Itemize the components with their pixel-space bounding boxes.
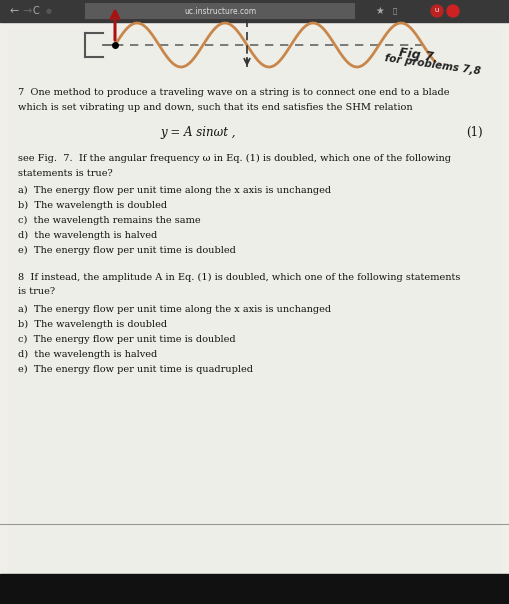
- Text: (1): (1): [466, 126, 483, 139]
- Text: which is set vibrating up and down, such that its end satisfies the SHM relation: which is set vibrating up and down, such…: [18, 103, 413, 112]
- Bar: [0, 574, 509, 604]
- Text: U: U: [435, 8, 439, 13]
- Text: 8  If instead, the amplitude A in Eq. (1) is doubled, which one of the following: 8 If instead, the amplitude A in Eq. (1)…: [18, 272, 460, 281]
- Text: →: →: [22, 6, 32, 16]
- Bar: [85, 3, 355, 19]
- Text: ←: ←: [10, 6, 19, 16]
- Text: statements is true?: statements is true?: [18, 169, 113, 178]
- Text: ●: ●: [46, 8, 52, 14]
- Text: C: C: [33, 6, 40, 16]
- Text: e)  The energy flow per unit time is doubled: e) The energy flow per unit time is doub…: [18, 245, 236, 255]
- Text: e)  The energy flow per unit time is quadrupled: e) The energy flow per unit time is quad…: [18, 364, 253, 374]
- Circle shape: [447, 5, 459, 17]
- Text: Fig 7: Fig 7: [398, 47, 434, 64]
- Text: ★: ★: [375, 6, 384, 16]
- Text: uc.instructure.com: uc.instructure.com: [184, 7, 256, 16]
- Text: is true?: is true?: [18, 288, 55, 297]
- Text: 7  One method to produce a traveling wave on a string is to connect one end to a: 7 One method to produce a traveling wave…: [18, 88, 449, 97]
- Text: for problems 7,8: for problems 7,8: [384, 53, 482, 76]
- Text: a)  The energy flow per unit time along the x axis is unchanged: a) The energy flow per unit time along t…: [18, 304, 331, 313]
- Text: d)  the wavelength is halved: d) the wavelength is halved: [18, 350, 157, 359]
- Text: b)  The wavelength is doubled: b) The wavelength is doubled: [18, 201, 167, 210]
- Circle shape: [431, 5, 443, 17]
- Text: c)  The energy flow per unit time is doubled: c) The energy flow per unit time is doub…: [18, 335, 236, 344]
- Text: a)  The energy flow per unit time along the x axis is unchanged: a) The energy flow per unit time along t…: [18, 185, 331, 194]
- Text: b)  The wavelength is doubled: b) The wavelength is doubled: [18, 320, 167, 329]
- Text: y = A sinωt ,: y = A sinωt ,: [160, 126, 236, 139]
- Bar: [0, 0, 509, 22]
- Text: c)  the wavelength remains the same: c) the wavelength remains the same: [18, 216, 201, 225]
- Text: see Fig.  7.  If the angular frequency ω in Eq. (1) is doubled, which one of the: see Fig. 7. If the angular frequency ω i…: [18, 153, 451, 162]
- Text: d)  the wavelength is halved: d) the wavelength is halved: [18, 231, 157, 240]
- Text: ⭐: ⭐: [393, 8, 397, 14]
